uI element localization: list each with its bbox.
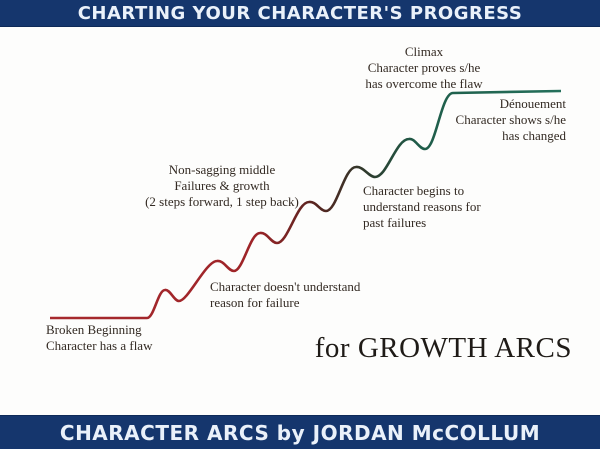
annotation-failure: Character doesn't understand reason for … — [210, 279, 360, 311]
understanding-line2: understand reasons for — [363, 199, 481, 214]
middle-line3: (2 steps forward, 1 step back) — [145, 194, 299, 209]
credit-bar: CHARACTER ARCS by JORDAN McCOLLUM — [0, 415, 600, 449]
page-title: CHARTING YOUR CHARACTER'S PROGRESS — [77, 2, 523, 24]
annotation-climax: Climax Character proves s/he has overcom… — [344, 44, 504, 92]
progress-line — [50, 89, 562, 320]
growth-arcs-caption: for GROWTH ARCS — [314, 332, 572, 364]
credit-text: CHARACTER ARCS by JORDAN McCOLLUM — [59, 421, 541, 445]
understanding-line3: past failures — [363, 215, 427, 230]
denouement-line2: Character shows s/he — [455, 112, 566, 127]
middle-title: Non-sagging middle — [168, 162, 276, 177]
denouement-title: Dénouement — [499, 96, 566, 111]
failure-line1: Character doesn't understand — [210, 279, 361, 294]
title-bar: CHARTING YOUR CHARACTER'S PROGRESS — [0, 0, 600, 27]
annotation-middle: Non-sagging middle Failures & growth (2 … — [92, 162, 352, 210]
climax-line2: Character proves s/he — [367, 60, 481, 75]
understanding-line1: Character begins to — [363, 183, 465, 198]
failure-line2: reason for failure — [210, 295, 300, 310]
climax-line3: has overcome the flaw — [365, 76, 483, 91]
middle-line2: Failures & growth — [174, 178, 270, 193]
beginning-line2: Character has a flaw — [46, 338, 153, 353]
climax-title: Climax — [404, 44, 444, 59]
annotation-denouement: Dénouement Character shows s/he has chan… — [396, 96, 566, 144]
annotation-beginning: Broken Beginning Character has a flaw — [46, 322, 152, 354]
annotation-understanding: Character begins to understand reasons f… — [363, 183, 481, 231]
beginning-line1: Broken Beginning — [46, 322, 142, 337]
denouement-line3: has changed — [502, 128, 566, 143]
